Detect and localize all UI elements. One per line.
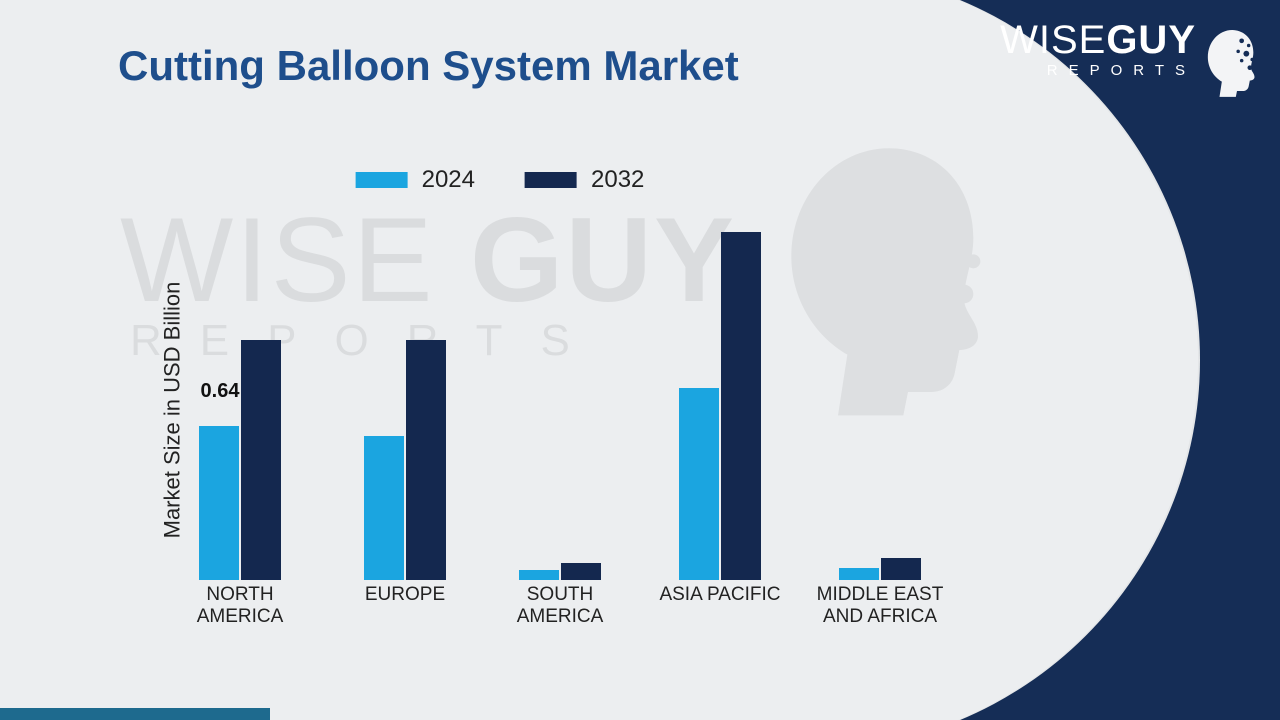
legend-item-2032: 2032 (525, 166, 644, 194)
x-axis-label: EUROPE (335, 584, 475, 606)
brand-logo: WISEGUY REPORTS (980, 20, 1260, 79)
bar-group (355, 340, 455, 580)
logo-word-2: GUY (1106, 18, 1196, 62)
bar (241, 340, 281, 580)
chart: Market Size in USD Billion 2024 2032 0.6… (70, 160, 930, 660)
x-axis-label: MIDDLE EAST AND AFRICA (810, 584, 950, 628)
bar-value-label: 0.64 (201, 380, 240, 403)
plot-area: 0.64 (130, 220, 930, 580)
footer-accent-bar (0, 708, 270, 720)
logo-word-1: WISE (1000, 18, 1106, 62)
x-axis-label: ASIA PACIFIC (650, 584, 790, 606)
bar (881, 558, 921, 580)
legend-label-2024: 2024 (422, 166, 475, 194)
bar (679, 388, 719, 580)
x-axis-labels: NORTH AMERICA EUROPE SOUTH AMERICA ASIA PAC… (130, 584, 930, 664)
bar-group (670, 232, 770, 580)
legend-swatch-2024 (356, 172, 408, 188)
bar (364, 436, 404, 580)
bar-group (510, 563, 610, 580)
head-icon (1200, 28, 1260, 98)
legend-swatch-2032 (525, 172, 577, 188)
bar-group: 0.64 (190, 340, 290, 580)
bar (561, 563, 601, 580)
canvas: WISEGUY REPORTS Cutting Balloon System M… (0, 0, 1280, 720)
x-axis-label: SOUTH AMERICA (490, 584, 630, 628)
bar (839, 568, 879, 580)
legend: 2024 2032 (356, 166, 645, 194)
legend-label-2032: 2032 (591, 166, 644, 194)
bar (406, 340, 446, 580)
x-axis-label: NORTH AMERICA (170, 584, 310, 628)
legend-item-2024: 2024 (356, 166, 475, 194)
bar (199, 426, 239, 580)
chart-title: Cutting Balloon System Market (118, 42, 739, 90)
bar (519, 570, 559, 580)
bar-group (830, 558, 930, 580)
bar (721, 232, 761, 580)
